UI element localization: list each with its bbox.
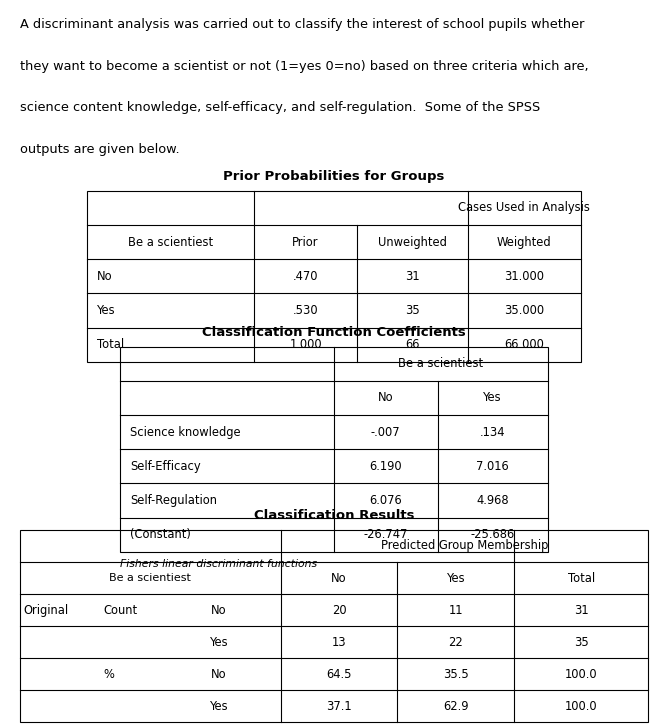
Text: %: % [104,668,114,681]
Bar [20,530,648,722]
Text: A discriminant analysis was carried out to classify the interest of school pupil: A discriminant analysis was carried out … [20,18,584,31]
Text: Self-Efficacy: Self-Efficacy [130,460,201,472]
Text: 7.016: 7.016 [476,460,509,472]
Text: Original: Original [23,604,69,617]
Text: 66: 66 [405,339,420,351]
Text: 6.190: 6.190 [369,460,402,472]
Text: 4.968: 4.968 [476,494,509,507]
Text: 35: 35 [574,636,589,649]
Text: Yes: Yes [97,304,116,317]
Text: 31: 31 [405,270,420,282]
Text: Prior Probabilities for Groups: Prior Probabilities for Groups [223,170,445,183]
Text: Yes: Yes [447,571,465,585]
Text: 37.1: 37.1 [326,700,352,713]
Text: Count: Count [104,604,138,617]
Text: Yes: Yes [210,636,229,649]
Text: Total: Total [97,339,124,351]
Text: Fishers linear discriminant functions: Fishers linear discriminant functions [120,559,317,569]
Text: 13: 13 [332,636,346,649]
Text: .134: .134 [480,426,506,438]
Text: 22: 22 [448,636,464,649]
Text: Predicted Group Membership: Predicted Group Membership [381,539,548,553]
Text: 66.000: 66.000 [504,339,544,351]
Text: 31.000: 31.000 [504,270,544,282]
Text: 11: 11 [449,604,463,617]
Text: No: No [378,392,393,404]
Text: Yes: Yes [484,392,502,404]
Text: science content knowledge, self-efficacy, and self-regulation.  Some of the SPSS: science content knowledge, self-efficacy… [20,101,540,114]
Text: 35: 35 [405,304,420,317]
Text: (Constant): (Constant) [130,529,191,541]
Text: .530: .530 [293,304,319,317]
Text: 100.0: 100.0 [565,668,597,681]
Bar [120,347,548,552]
Text: Total: Total [568,571,595,585]
Text: Classification Function Coefficients: Classification Function Coefficients [202,325,466,339]
Text: -26.747: -26.747 [363,529,408,541]
Text: No: No [210,668,226,681]
Text: No: No [210,604,226,617]
Text: -.007: -.007 [371,426,401,438]
Text: 100.0: 100.0 [565,700,597,713]
Text: 35.000: 35.000 [504,304,544,317]
Text: No: No [331,571,347,585]
Text: .470: .470 [293,270,319,282]
Text: 20: 20 [332,604,346,617]
Text: 64.5: 64.5 [326,668,352,681]
Text: Be a scientiest: Be a scientiest [398,357,484,370]
Text: Yes: Yes [210,700,229,713]
Text: outputs are given below.: outputs are given below. [20,143,180,156]
Text: 35.5: 35.5 [443,668,469,681]
Bar [87,191,581,362]
Text: 6.076: 6.076 [369,494,402,507]
Text: Science knowledge: Science knowledge [130,426,241,438]
Text: Self-Regulation: Self-Regulation [130,494,217,507]
Text: Weighted: Weighted [497,236,552,248]
Text: Cases Used in Analysis: Cases Used in Analysis [458,202,591,214]
Text: 62.9: 62.9 [443,700,469,713]
Text: Unweighted: Unweighted [378,236,447,248]
Text: Be a scientiest: Be a scientiest [128,236,213,248]
Text: No: No [97,270,112,282]
Text: Classification Results: Classification Results [254,509,414,522]
Text: they want to become a scientist or not (1=yes 0=no) based on three criteria whic: they want to become a scientist or not (… [20,60,589,73]
Text: Prior: Prior [293,236,319,248]
Text: 31: 31 [574,604,589,617]
Text: Be a scientiest: Be a scientiest [110,573,191,583]
Text: 1.000: 1.000 [289,339,322,351]
Text: -25.686: -25.686 [470,529,515,541]
